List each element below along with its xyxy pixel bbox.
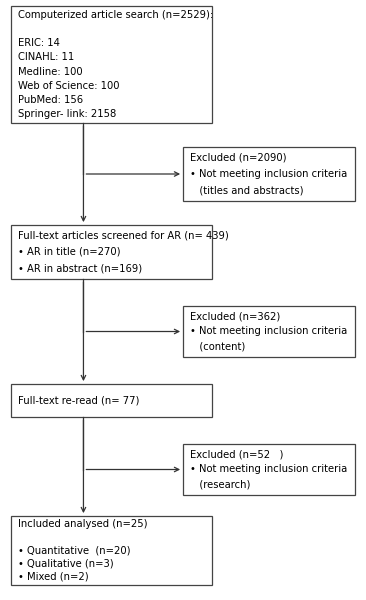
Text: (content): (content) bbox=[190, 342, 245, 352]
Text: • Qualitative (n=3): • Qualitative (n=3) bbox=[18, 559, 113, 569]
Text: Included analysed (n=25): Included analysed (n=25) bbox=[18, 520, 147, 529]
Text: • Not meeting inclusion criteria: • Not meeting inclusion criteria bbox=[190, 169, 347, 179]
Text: (titles and abstracts): (titles and abstracts) bbox=[190, 185, 303, 196]
Text: Full-text re-read (n= 77): Full-text re-read (n= 77) bbox=[18, 395, 139, 406]
Text: CINAHL: 11: CINAHL: 11 bbox=[18, 52, 74, 62]
Text: • Not meeting inclusion criteria: • Not meeting inclusion criteria bbox=[190, 464, 347, 475]
Text: Excluded (n=362): Excluded (n=362) bbox=[190, 311, 280, 321]
Text: Computerized article search (n=2529):: Computerized article search (n=2529): bbox=[18, 10, 213, 20]
Text: Full-text articles screened for AR (n= 439): Full-text articles screened for AR (n= 4… bbox=[18, 230, 228, 241]
Text: PubMed: 156: PubMed: 156 bbox=[18, 95, 83, 105]
Text: • AR in title (n=270): • AR in title (n=270) bbox=[18, 247, 120, 257]
Text: Medline: 100: Medline: 100 bbox=[18, 67, 82, 77]
FancyBboxPatch shape bbox=[183, 306, 355, 357]
Text: Excluded (n=2090): Excluded (n=2090) bbox=[190, 152, 286, 163]
Text: • AR in abstract (n=169): • AR in abstract (n=169) bbox=[18, 263, 142, 274]
Text: • Mixed (n=2): • Mixed (n=2) bbox=[18, 572, 88, 581]
Text: • Not meeting inclusion criteria: • Not meeting inclusion criteria bbox=[190, 326, 347, 337]
Text: ERIC: 14: ERIC: 14 bbox=[18, 38, 59, 49]
FancyBboxPatch shape bbox=[11, 225, 212, 279]
Text: Excluded (n=52   ): Excluded (n=52 ) bbox=[190, 449, 283, 459]
Text: (research): (research) bbox=[190, 480, 250, 490]
FancyBboxPatch shape bbox=[11, 384, 212, 417]
FancyBboxPatch shape bbox=[183, 444, 355, 495]
Text: • Quantitative  (n=20): • Quantitative (n=20) bbox=[18, 545, 130, 556]
Text: Web of Science: 100: Web of Science: 100 bbox=[18, 80, 119, 91]
FancyBboxPatch shape bbox=[11, 516, 212, 585]
FancyBboxPatch shape bbox=[183, 147, 355, 201]
FancyBboxPatch shape bbox=[11, 6, 212, 123]
Text: Springer- link: 2158: Springer- link: 2158 bbox=[18, 109, 116, 119]
